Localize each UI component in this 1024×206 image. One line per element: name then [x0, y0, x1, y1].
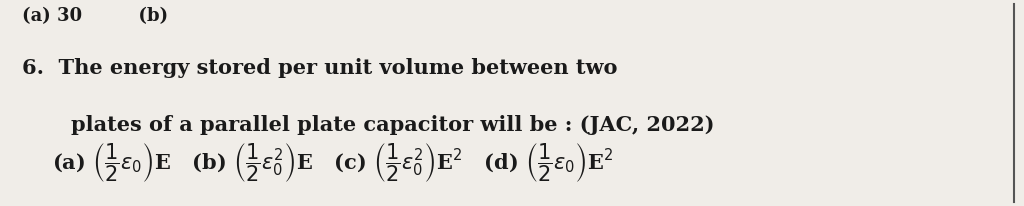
Text: (a) 30         (b): (a) 30 (b) [22, 7, 168, 26]
Text: (a) $\left(\dfrac{1}{2}\epsilon_0\right)$E   (b) $\left(\dfrac{1}{2}\epsilon_0^{: (a) $\left(\dfrac{1}{2}\epsilon_0\right)… [52, 141, 613, 184]
Text: plates of a parallel plate capacitor will be : (JAC, 2022): plates of a parallel plate capacitor wil… [71, 115, 715, 135]
Text: 6.  The energy stored per unit volume between two: 6. The energy stored per unit volume bet… [22, 58, 617, 78]
